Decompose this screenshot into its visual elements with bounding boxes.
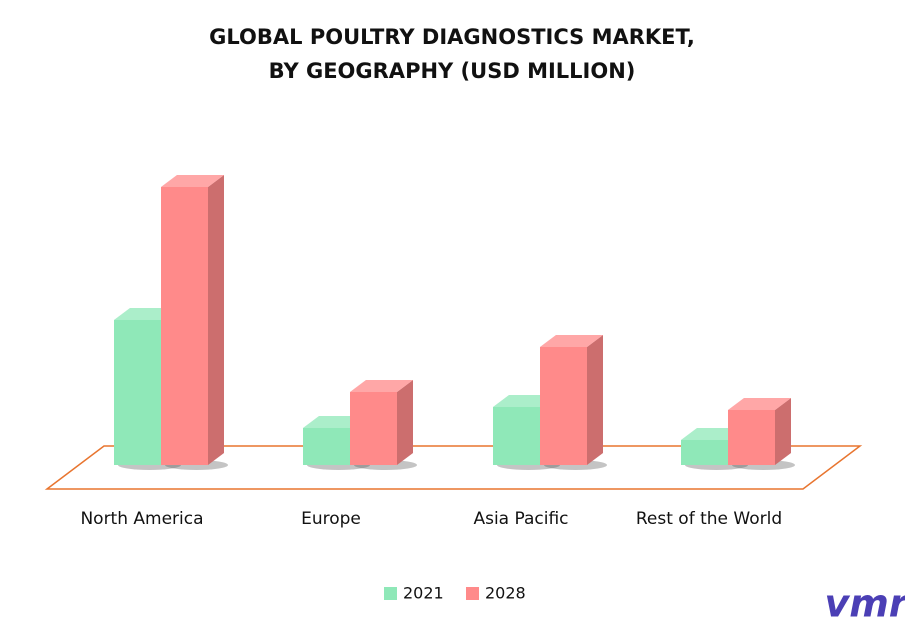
bar [681, 440, 728, 465]
bar-side-shade [397, 380, 413, 465]
bar-side [208, 175, 224, 465]
bar [350, 392, 397, 465]
bar-side [775, 398, 791, 465]
bar [161, 187, 208, 465]
bar [303, 428, 350, 465]
legend-swatch [384, 587, 397, 600]
bar-top [540, 335, 603, 347]
bar-top [161, 175, 224, 187]
bar [540, 347, 587, 465]
bar-top [728, 398, 791, 410]
bar-top-shade [540, 335, 603, 347]
bar [728, 410, 775, 465]
bar-side-shade [208, 175, 224, 465]
bar [493, 407, 540, 465]
bar-side [397, 380, 413, 465]
legend-label: 2028 [485, 584, 526, 603]
x-tick-label: Rest of the World [636, 509, 782, 529]
bar-side-shade [775, 398, 791, 465]
bar [114, 320, 161, 465]
legend-swatch [466, 587, 479, 600]
chart-title: BY GEOGRAPHY (USD MILLION) [269, 59, 636, 83]
bar-top-shade [350, 380, 413, 392]
legend-label: 2021 [403, 584, 444, 603]
floor [44, 445, 863, 490]
bar-top [350, 380, 413, 392]
x-tick-label: Asia Pacific [473, 509, 568, 529]
logo: vmr [824, 582, 905, 626]
bar-side [587, 335, 603, 465]
x-tick-label: Europe [301, 509, 361, 529]
chart-title: GLOBAL POULTRY DIAGNOSTICS MARKET, [209, 25, 695, 49]
bar-top-shade [728, 398, 791, 410]
bar-side-shade [587, 335, 603, 465]
x-tick-label: North America [80, 509, 203, 529]
bar-top-shade [161, 175, 224, 187]
